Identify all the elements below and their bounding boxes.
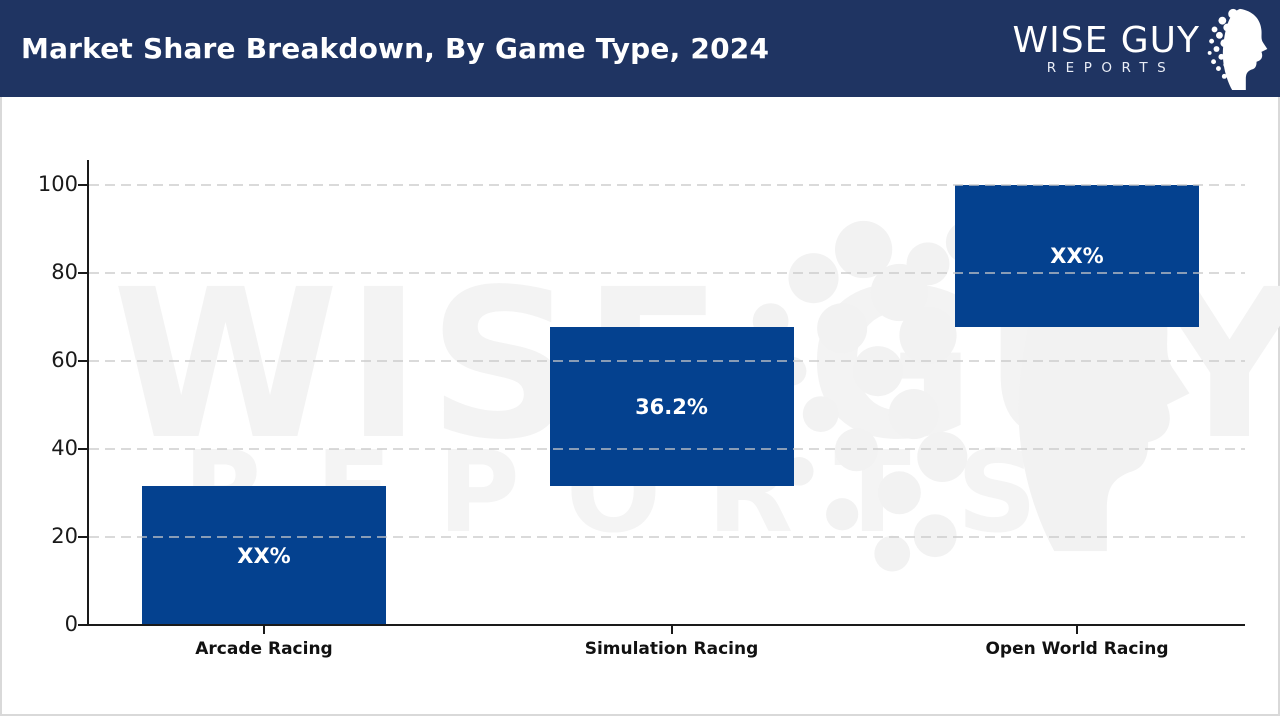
y-tick-mark <box>78 448 87 450</box>
y-gridline <box>89 360 1245 362</box>
page-header: Market Share Breakdown, By Game Type, 20… <box>0 0 1280 97</box>
bar-open-world-racing: XX% <box>955 185 1199 328</box>
brand-name-text: WISE GUY <box>1012 19 1200 61</box>
x-category-label: Arcade Racing <box>195 639 333 659</box>
y-tick-mark <box>78 624 87 626</box>
bar-simulation-racing: 36.2% <box>549 327 794 487</box>
y-gridline <box>89 536 1245 538</box>
x-tick-mark <box>670 625 673 634</box>
y-tick-label: 20 <box>51 524 78 548</box>
x-tick-mark <box>1076 625 1078 634</box>
bar-arcade-racing: XX% <box>142 486 386 625</box>
x-axis-line <box>87 624 1245 626</box>
y-tick-label: 80 <box>51 260 78 284</box>
x-tick-mark <box>263 625 265 634</box>
bar-value-label: XX% <box>237 543 291 568</box>
brand-wordmark: WISE GUY REPORTS <box>1012 19 1201 76</box>
y-tick-mark <box>78 360 87 362</box>
brand-head-dots-icon <box>1207 8 1268 91</box>
y-gridline <box>89 184 1245 186</box>
y-gridline <box>89 272 1245 274</box>
y-tick-label: 40 <box>51 436 78 460</box>
y-tick-mark <box>78 536 87 538</box>
x-category-label: Simulation Racing <box>584 639 759 659</box>
y-gridline <box>89 448 1245 450</box>
y-axis-line <box>87 160 89 625</box>
y-tick-label: 100 <box>37 172 78 196</box>
brand-logo: WISE GUY REPORTS <box>1013 4 1271 94</box>
page-title: Market Share Breakdown, By Game Type, 20… <box>21 32 770 65</box>
y-tick-label: 0 <box>64 612 78 636</box>
y-tick-mark <box>78 184 87 186</box>
brand-subtitle-text: REPORTS <box>1046 59 1176 76</box>
y-tick-label: 60 <box>51 348 78 372</box>
y-tick-mark <box>78 272 87 274</box>
bar-value-label: 36.2% <box>635 394 708 419</box>
x-category-label: Open World Racing <box>985 639 1169 659</box>
bar-value-label: XX% <box>1050 244 1104 269</box>
